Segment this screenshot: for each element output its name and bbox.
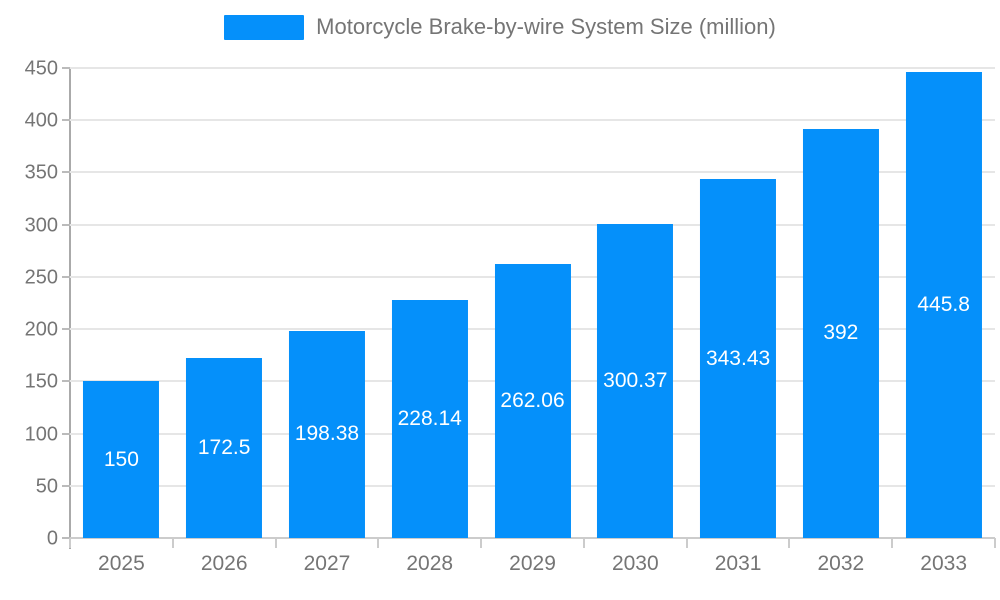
x-axis-label-2033: 2033 [920, 552, 967, 575]
y-axis-line [69, 68, 71, 549]
y-tick-150 [62, 380, 70, 383]
x-tick-4 [480, 538, 483, 548]
x-tick-9 [994, 538, 996, 548]
bar-2031[interactable]: 343.43 [700, 179, 777, 538]
bar-2026[interactable]: 172.5 [186, 357, 263, 538]
bar-slot-2027: 198.38 [276, 68, 379, 538]
plot-area: 0 50 100 150 200 250 300 350 400 450 150 172.5 198.3… [25, 58, 996, 550]
bar-value-label-2026: 172.5 [197, 435, 251, 459]
y-axis-label-300: 300 [24, 214, 58, 237]
x-axis-label-2030: 2030 [611, 552, 659, 575]
gridline-400 [70, 119, 995, 122]
bar-slot-2031: 343.43 [687, 68, 790, 538]
x-axis-line [70, 537, 995, 539]
y-axis-label-400: 400 [24, 109, 58, 132]
bar-slot-2026: 172.5 [173, 68, 276, 538]
bar-value-label-2025: 150 [103, 447, 139, 471]
y-axis-label-100: 100 [24, 423, 58, 446]
bar-2033[interactable]: 445.8 [905, 72, 982, 538]
legend-label: Motorcycle Brake-by-wire System Size (mi… [316, 14, 776, 39]
bar-2030[interactable]: 300.37 [597, 224, 674, 538]
gridline-450 [70, 67, 995, 69]
bar-slot-2028: 228.14 [378, 68, 481, 538]
bar-slot-2030: 300.37 [584, 68, 687, 538]
x-tick-5 [582, 538, 585, 548]
bar-slot-2032: 392 [789, 68, 892, 538]
legend-item[interactable]: Motorcycle Brake-by-wire System Size (mi… [0, 14, 1000, 40]
bar-value-label-2028: 228.14 [397, 406, 462, 430]
y-axis-label-150: 150 [24, 370, 58, 393]
x-tick-2 [274, 538, 277, 548]
bar-2029[interactable]: 262.06 [494, 264, 571, 538]
bar-2027[interactable]: 198.38 [288, 330, 365, 538]
x-tick-7 [788, 538, 791, 548]
bars-group: 150 172.5 198.38 228.14 262.06 300.37 343.43 39… [70, 68, 995, 538]
bar-value-label-2027: 198.38 [294, 422, 360, 446]
y-tick-200 [62, 328, 70, 331]
y-tick-50 [62, 484, 70, 487]
bar-value-label-2029: 262.06 [500, 389, 565, 413]
y-tick-400 [62, 119, 70, 122]
y-tick-100 [62, 432, 70, 435]
bar-value-label-2032: 392 [823, 321, 859, 345]
bar-slot-2025: 150 [70, 68, 173, 538]
x-axis-label-2026: 2026 [200, 552, 248, 575]
y-tick-350 [62, 171, 70, 174]
bar-value-label-2030: 300.37 [603, 369, 668, 393]
gridline-350 [70, 171, 995, 174]
y-axis-label-0: 0 [46, 527, 58, 550]
x-axis-label-2025: 2025 [98, 552, 145, 575]
bar-2032[interactable]: 392 [802, 128, 879, 538]
x-tick-3 [377, 538, 380, 548]
x-tick-6 [685, 538, 688, 548]
bar-2025[interactable]: 150 [83, 381, 160, 538]
x-tick-0 [69, 538, 71, 548]
bar-slot-2029: 262.06 [481, 68, 584, 538]
x-tick-1 [171, 538, 174, 548]
y-axis-label-50: 50 [35, 475, 58, 498]
x-axis-label-2032: 2032 [817, 552, 865, 575]
bar-value-label-2031: 343.43 [705, 346, 771, 370]
x-axis-label-2027: 2027 [303, 552, 351, 575]
y-tick-250 [62, 275, 70, 278]
bar-value-label-2033: 445.8 [917, 293, 970, 317]
x-axis-label-2028: 2028 [406, 552, 454, 575]
y-tick-450 [62, 67, 70, 69]
y-axis-label-250: 250 [24, 266, 58, 289]
y-axis-label-200: 200 [24, 318, 58, 341]
x-axis-labels: 2025 2026 2027 2028 2029 2030 2031 2032 2033 [70, 552, 995, 576]
x-tick-8 [891, 538, 894, 548]
bar-slot-2033: 445.8 [892, 68, 995, 538]
y-axis-label-450: 450 [24, 57, 58, 80]
x-axis-label-2031: 2031 [714, 552, 762, 575]
x-axis-label-2029: 2029 [509, 552, 556, 575]
gridline-300 [70, 223, 995, 226]
legend-swatch [224, 14, 305, 40]
y-tick-0 [62, 537, 70, 539]
bar-2028[interactable]: 228.14 [391, 299, 468, 538]
y-axis-label-350: 350 [24, 161, 58, 184]
y-tick-300 [62, 223, 70, 226]
